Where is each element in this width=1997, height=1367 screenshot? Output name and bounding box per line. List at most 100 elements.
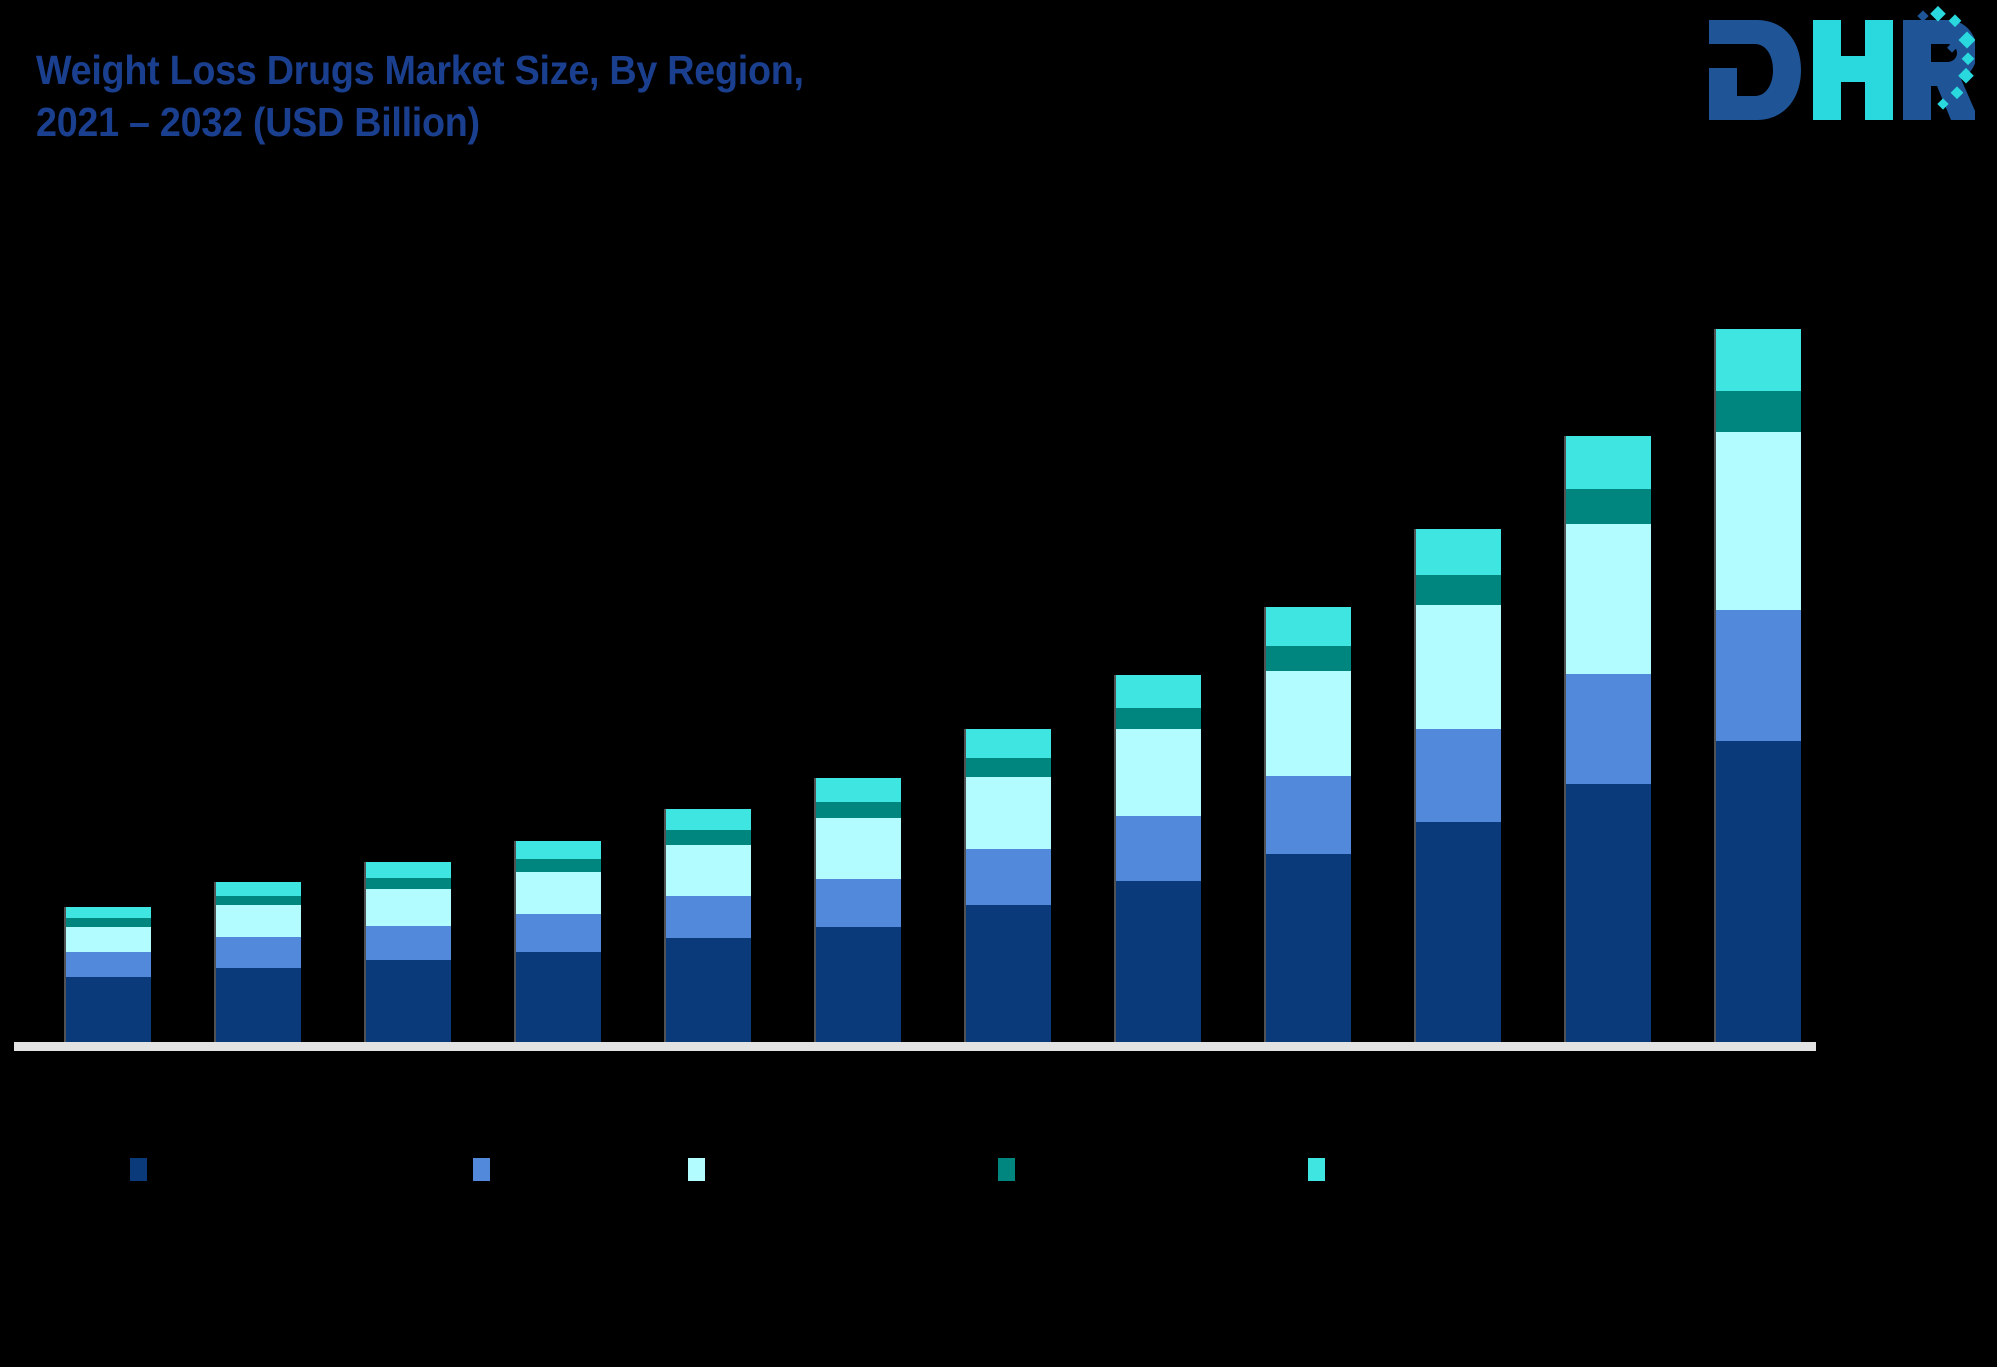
bar-segment-europe	[1566, 674, 1651, 784]
legend-item-asia-pacific[interactable]: Asia Pacific	[688, 1158, 813, 1181]
legend-item-latin-america[interactable]: Latin America	[998, 1158, 1140, 1181]
bar-segment-europe	[1416, 729, 1501, 822]
bar-segment-middle-east-africa	[1416, 529, 1501, 575]
title-line-1: Weight Loss Drugs Market Size, By Region…	[36, 47, 804, 93]
bar-segment-asia-pacific	[666, 844, 751, 896]
bar-segment-middle-east-africa	[1566, 435, 1651, 490]
legend-label: Asia Pacific	[715, 1158, 814, 1180]
bar-segment-north-america	[1266, 853, 1351, 1042]
bar-segment-europe	[816, 879, 901, 927]
bar-segment-north-america	[516, 951, 601, 1042]
bar-segment-middle-east-africa	[666, 809, 751, 831]
bar-2030[interactable]	[1416, 529, 1501, 1042]
legend-label: Middle East & Africa	[1335, 1158, 1506, 1180]
legend-label: Latin America	[1025, 1158, 1141, 1180]
bar-segment-asia-pacific	[1716, 431, 1801, 610]
bar-2027[interactable]	[966, 729, 1051, 1042]
bar-segment-europe	[366, 925, 451, 961]
logo-accent-dots-inner	[1917, 10, 1957, 91]
logo-letter-d	[1709, 20, 1801, 120]
title-line-2: 2021 – 2032 (USD Billion)	[36, 99, 480, 146]
bar-segment-latin-america	[1266, 645, 1351, 672]
legend-item-north-america[interactable]: North America	[130, 1158, 277, 1181]
bar-segment-latin-america	[1116, 707, 1201, 730]
bar-segment-asia-pacific	[1566, 524, 1651, 675]
legend-swatch-icon	[688, 1158, 705, 1181]
bar-2025[interactable]	[666, 809, 751, 1042]
bar-segment-north-america	[66, 977, 151, 1042]
bar-2024[interactable]	[516, 841, 601, 1042]
bar-segment-asia-pacific	[1266, 671, 1351, 776]
bar-2023[interactable]	[366, 862, 451, 1042]
legend-item-europe[interactable]: Europe	[473, 1158, 561, 1181]
bar-segment-asia-pacific	[966, 776, 1051, 849]
plot-area	[14, 329, 1816, 1051]
bar-segment-asia-pacific	[366, 888, 451, 926]
bar-segment-europe	[1266, 775, 1351, 854]
bar-segment-europe	[1116, 815, 1201, 882]
bar-segment-latin-america	[1416, 574, 1501, 605]
bar-segment-europe	[66, 952, 151, 978]
dhr-logo	[1665, 5, 1979, 134]
bar-segment-latin-america	[666, 830, 751, 845]
bar-segment-latin-america	[816, 802, 901, 819]
bar-segment-asia-pacific	[216, 905, 301, 937]
bar-segment-north-america	[966, 905, 1051, 1042]
bar-segment-north-america	[1566, 783, 1651, 1042]
bar-segment-middle-east-africa	[1266, 606, 1351, 646]
bar-segment-asia-pacific	[1416, 604, 1501, 730]
dhr-logo-svg	[1709, 5, 1979, 120]
page-title: Weight Loss Drugs Market Size, By Region…	[36, 44, 1094, 149]
bar-segment-north-america	[1716, 740, 1801, 1042]
bar-segment-middle-east-africa	[366, 862, 451, 879]
chart-legend: North America Europe Asia Pacific Latin Ame…	[0, 1158, 1997, 1218]
legend-swatch-icon	[998, 1158, 1015, 1181]
bar-2026[interactable]	[816, 777, 901, 1042]
bar-2028[interactable]	[1116, 674, 1201, 1042]
bar-segment-middle-east-africa	[816, 777, 901, 803]
bar-segment-latin-america	[216, 895, 301, 906]
bar-segment-north-america	[816, 926, 901, 1042]
bar-2031[interactable]	[1566, 435, 1651, 1042]
legend-label: Europe	[500, 1158, 562, 1180]
legend-swatch-icon	[1308, 1158, 1325, 1181]
bar-segment-middle-east-africa	[1116, 674, 1201, 708]
bar-segment-asia-pacific	[816, 818, 901, 880]
bar-segment-europe	[516, 914, 601, 952]
bar-segment-north-america	[1116, 881, 1201, 1042]
bar-segment-asia-pacific	[1116, 729, 1201, 816]
legend-swatch-icon	[473, 1158, 490, 1181]
bar-segment-latin-america	[516, 859, 601, 872]
bar-segment-north-america	[666, 938, 751, 1042]
bar-2029[interactable]	[1266, 606, 1351, 1042]
bar-segment-latin-america	[1566, 489, 1651, 525]
bar-2022[interactable]	[216, 882, 301, 1042]
bar-segment-europe	[966, 849, 1051, 906]
bar-segment-middle-east-africa	[516, 841, 601, 860]
bar-segment-middle-east-africa	[66, 906, 151, 919]
bar-segment-latin-america	[966, 757, 1051, 777]
bar-segment-north-america	[216, 967, 301, 1042]
bar-segment-latin-america	[366, 878, 451, 889]
legend-label: North America	[157, 1158, 278, 1180]
logo-letter-h	[1813, 20, 1893, 120]
bar-segment-middle-east-africa	[966, 729, 1051, 758]
legend-swatch-icon	[130, 1158, 147, 1181]
legend-item-middle-east-africa[interactable]: Middle East & Africa	[1308, 1158, 1505, 1181]
bar-segment-middle-east-africa	[216, 882, 301, 896]
bar-segment-asia-pacific	[516, 871, 601, 915]
bar-segment-europe	[666, 895, 751, 939]
bar-segment-latin-america	[66, 918, 151, 927]
bar-2021[interactable]	[66, 906, 151, 1042]
bar-segment-europe	[216, 936, 301, 968]
bar-segment-north-america	[1416, 821, 1501, 1042]
bar-segment-latin-america	[1716, 391, 1801, 432]
bar-segment-middle-east-africa	[1716, 329, 1801, 392]
bar-segment-north-america	[366, 960, 451, 1042]
bars-container	[66, 329, 1801, 1042]
bar-segment-asia-pacific	[66, 926, 151, 953]
x-axis-baseline	[14, 1042, 1816, 1051]
bar-2032[interactable]	[1716, 329, 1801, 1042]
bar-segment-europe	[1716, 609, 1801, 741]
